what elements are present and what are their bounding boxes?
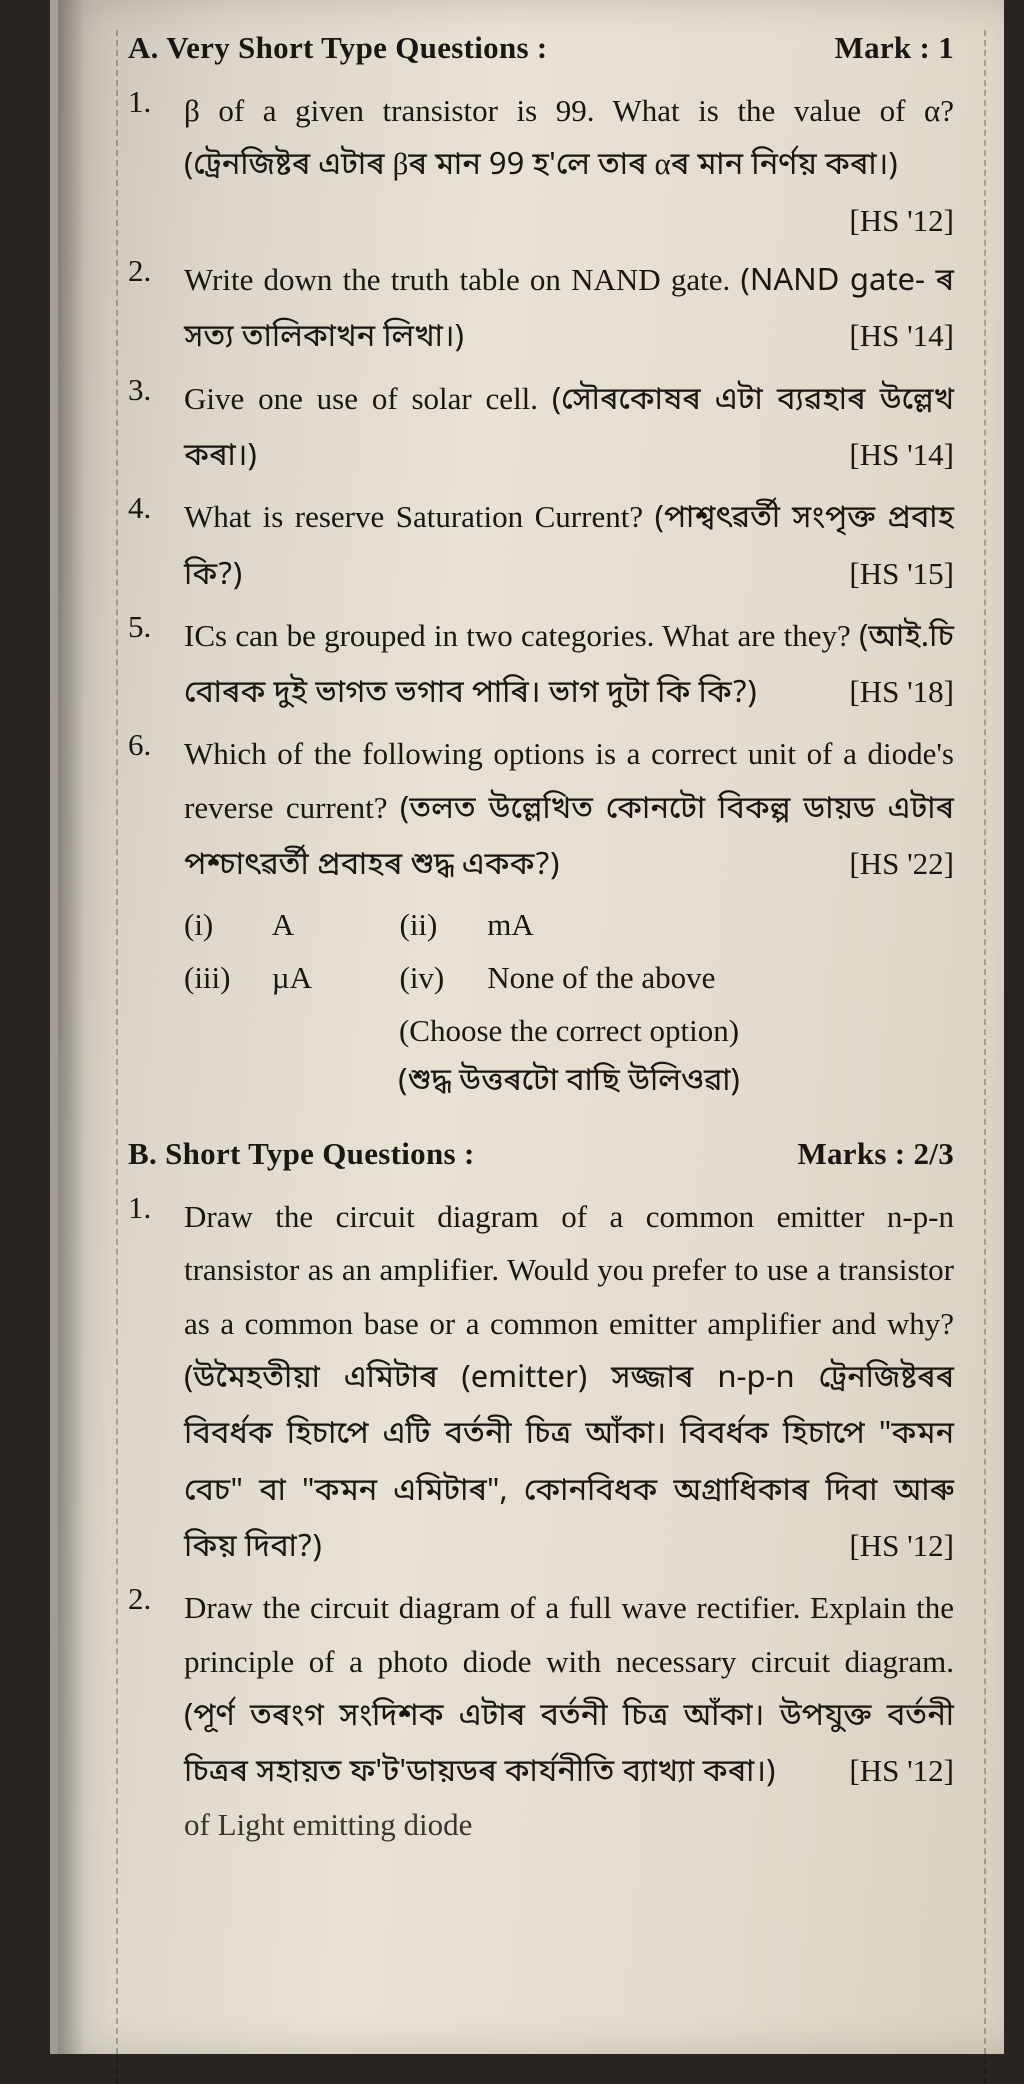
question-number: 1. bbox=[128, 1190, 184, 1575]
question-number: 6. bbox=[128, 727, 184, 893]
option-value: A bbox=[272, 899, 392, 952]
section-b-marks: Marks : 2/3 bbox=[797, 1136, 954, 1172]
question-body: Which of the following options is a corr… bbox=[184, 727, 954, 893]
question-text-as: (উমৈহতীয়া এমিটাৰ (emitter) সজ্জাৰ n-p-n… bbox=[184, 1359, 954, 1569]
question-number: 2. bbox=[128, 1581, 184, 1800]
question-b2: 2. Draw the circuit diagram of a full wa… bbox=[128, 1581, 954, 1800]
question-a6-options: (i) A (ii) mA (iii) µA (iv) None of the … bbox=[184, 899, 954, 1004]
question-text-en: What is reserve Saturation Current? bbox=[184, 499, 643, 534]
year-tag: [HS '18] bbox=[849, 665, 954, 718]
question-a5: 5. ICs can be grouped in two categories.… bbox=[128, 609, 954, 722]
question-text-as: (পূৰ্ণ তৰংগ সংদিশক এটাৰ বৰ্তনী চিত্র আঁক… bbox=[184, 1697, 954, 1794]
question-body: Draw the circuit diagram of a common emi… bbox=[184, 1190, 954, 1575]
question-body: Write down the truth table on NAND gate.… bbox=[184, 253, 954, 366]
option-value: mA bbox=[487, 907, 534, 942]
section-b-letter: B. bbox=[128, 1136, 157, 1171]
option-roman: (iv) bbox=[400, 952, 480, 1005]
section-b-header: B. Short Type Questions : Marks : 2/3 bbox=[128, 1136, 954, 1172]
section-a-letter: A. bbox=[128, 30, 159, 65]
question-text-as: (ট্রেনজিষ্টৰ এটাৰ βৰ মান 99 হ'লে তাৰ αৰ … bbox=[184, 146, 898, 187]
footer-fragment: of Light emitting diode bbox=[184, 1807, 954, 1843]
section-a-header: A. Very Short Type Questions : Mark : 1 bbox=[128, 30, 954, 66]
question-body: What is reserve Saturation Current? (পাশ… bbox=[184, 490, 954, 603]
margin-guide-right bbox=[984, 30, 986, 2084]
scanned-page: A. Very Short Type Questions : Mark : 1 … bbox=[50, 0, 1004, 2054]
margin-guide-left bbox=[116, 30, 118, 2084]
option-value: µA bbox=[272, 952, 392, 1005]
question-number: 2. bbox=[128, 253, 184, 366]
question-text-en: Write down the truth table on NAND gate. bbox=[184, 262, 730, 297]
question-body: ICs can be grouped in two categories. Wh… bbox=[184, 609, 954, 722]
year-tag: [HS '12] bbox=[849, 1744, 954, 1797]
question-text-en: ICs can be grouped in two categories. Wh… bbox=[184, 618, 851, 653]
year-tag: [HS '14] bbox=[849, 428, 954, 481]
option-roman: (i) bbox=[184, 899, 264, 952]
year-tag: [HS '14] bbox=[849, 309, 954, 362]
option-value: None of the above bbox=[487, 960, 715, 995]
year-tag: [HS '15] bbox=[849, 547, 954, 600]
question-text-en: Draw the circuit diagram of a full wave … bbox=[184, 1590, 954, 1678]
section-a-marks: Mark : 1 bbox=[835, 30, 954, 66]
section-b-title: Short Type Questions : bbox=[165, 1136, 474, 1171]
question-a1: 1. β of a given transistor is 99. What i… bbox=[128, 84, 954, 247]
question-text-en: Draw the circuit diagram of a common emi… bbox=[184, 1199, 954, 1341]
question-a4: 4. What is reserve Saturation Current? (… bbox=[128, 490, 954, 603]
question-number: 5. bbox=[128, 609, 184, 722]
question-number: 1. bbox=[128, 84, 184, 247]
option-roman: (iii) bbox=[184, 952, 264, 1005]
option-roman: (ii) bbox=[400, 899, 480, 952]
choose-line-as: (শুদ্ধ উত্তৰটো বাছি উলিওৱা) bbox=[184, 1057, 954, 1110]
question-body: Draw the circuit diagram of a full wave … bbox=[184, 1581, 954, 1800]
question-a3: 3. Give one use of solar cell. (সৌৰকোষৰ … bbox=[128, 372, 954, 485]
question-a2: 2. Write down the truth table on NAND ga… bbox=[128, 253, 954, 366]
question-a6: 6. Which of the following options is a c… bbox=[128, 727, 954, 893]
question-text-en: Give one use of solar cell. bbox=[184, 381, 538, 416]
question-body: Give one use of solar cell. (সৌৰকোষৰ এটা… bbox=[184, 372, 954, 485]
section-a-title: Very Short Type Questions : bbox=[166, 30, 547, 65]
choose-line-en: (Choose the correct option) bbox=[184, 1005, 954, 1058]
question-body: β of a given transistor is 99. What is t… bbox=[184, 84, 954, 247]
year-tag: [HS '12] bbox=[849, 1519, 954, 1572]
question-text-en: β of a given transistor is 99. What is t… bbox=[184, 93, 954, 128]
question-number: 4. bbox=[128, 490, 184, 603]
question-b1: 1. Draw the circuit diagram of a common … bbox=[128, 1190, 954, 1575]
year-tag: [HS '12] bbox=[849, 194, 954, 247]
year-tag: [HS '22] bbox=[849, 837, 954, 890]
question-number: 3. bbox=[128, 372, 184, 485]
